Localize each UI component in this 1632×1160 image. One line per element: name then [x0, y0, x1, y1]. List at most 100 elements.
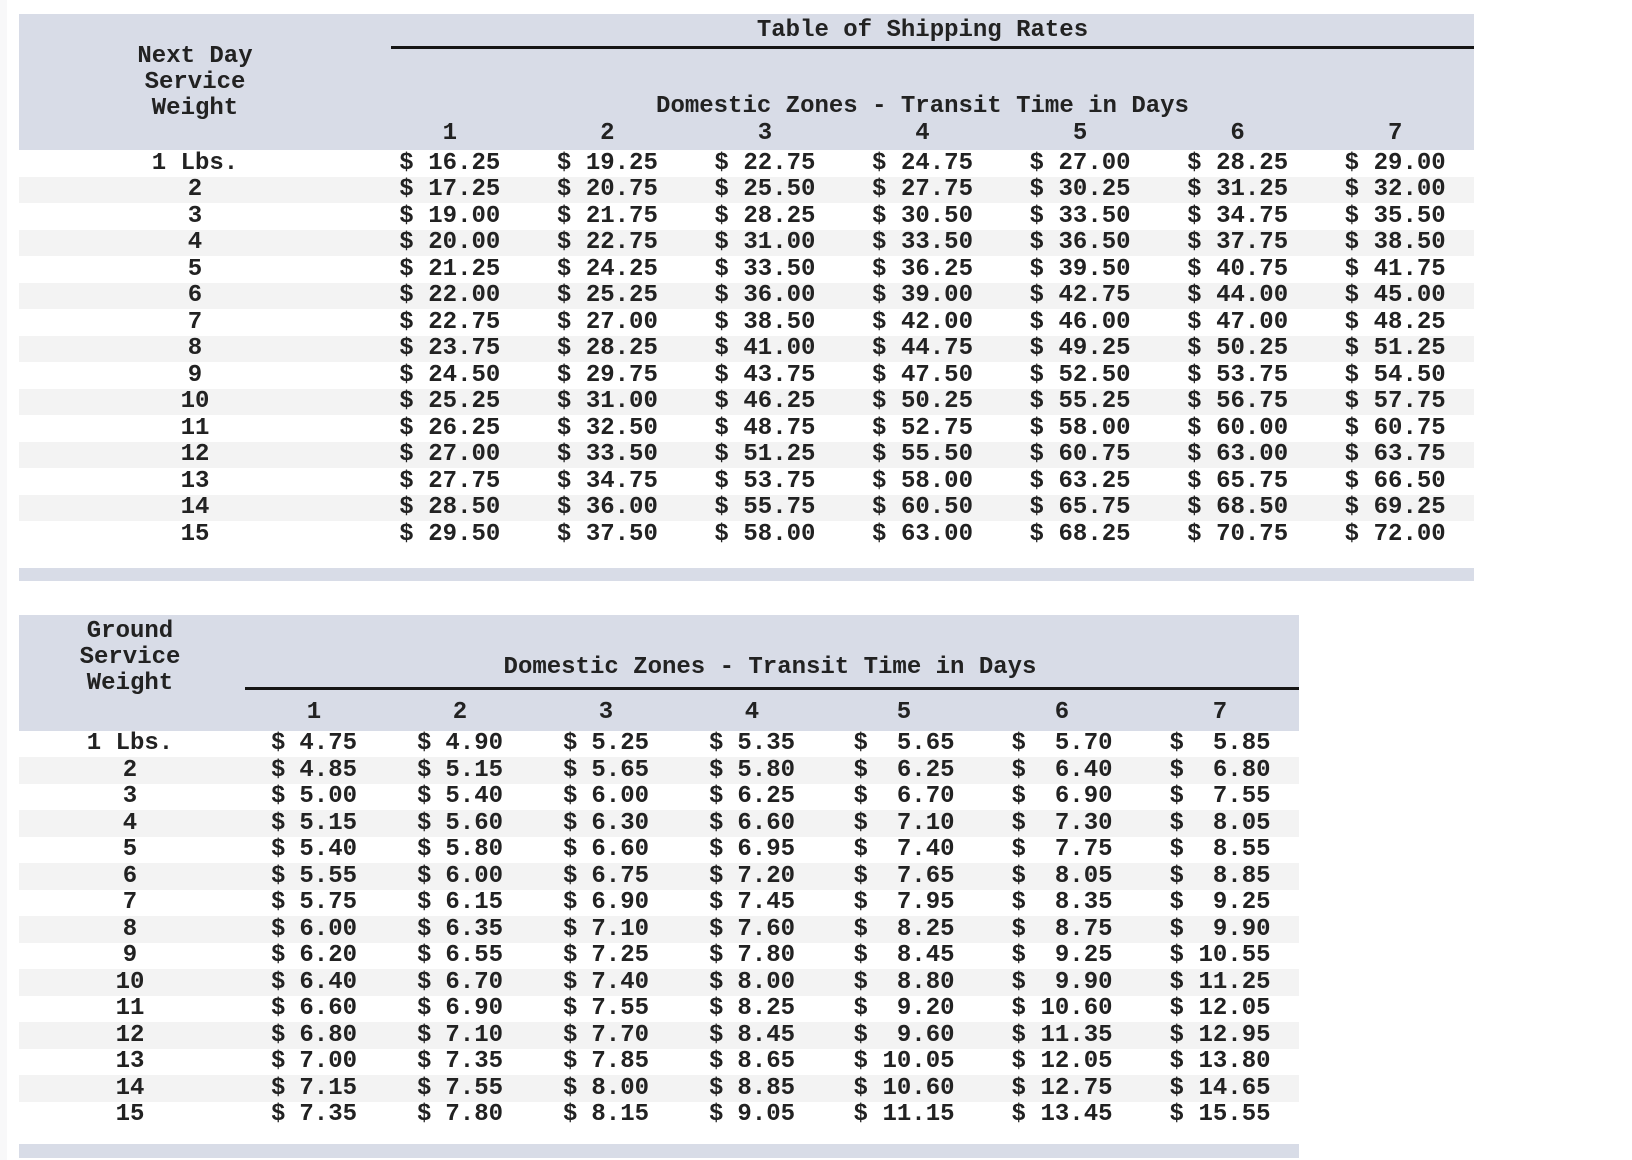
rate-value: 6.70 [896, 783, 955, 811]
rate-amount: $10.60 [1012, 995, 1113, 1022]
rate-amount: $48.75 [714, 415, 815, 442]
rate-cell: $23.75 [371, 335, 529, 362]
rate-cell: $12.05 [983, 1048, 1141, 1075]
rate-value: 66.50 [1373, 467, 1446, 495]
rate-cell: $6.70 [825, 783, 983, 810]
dollar-sign: $ [1011, 995, 1026, 1023]
dollar-sign: $ [1011, 783, 1026, 811]
rate-amount: $39.00 [872, 282, 973, 309]
rate-value: 5.55 [299, 862, 357, 890]
rate-value: 46.00 [1058, 308, 1131, 336]
dollar-sign: $ [417, 809, 432, 837]
rate-value: 47.50 [900, 361, 973, 389]
rate-amount: $12.95 [1170, 1022, 1271, 1049]
rate-amount: $6.25 [854, 757, 955, 784]
rate-value: 53.75 [1216, 361, 1289, 389]
dollar-sign: $ [1169, 1021, 1184, 1049]
rate-value: 24.25 [585, 255, 658, 283]
dollar-sign: $ [556, 282, 572, 310]
dollar-sign: $ [853, 783, 868, 811]
rate-amount: $7.40 [854, 836, 955, 863]
rate-value: 43.75 [743, 361, 816, 389]
rate-cell: $22.00 [371, 282, 529, 309]
rate-amount: $11.25 [1170, 969, 1271, 996]
rate-amount: $65.75 [1030, 494, 1131, 521]
zone-2-header: 2 [452, 698, 468, 726]
rate-value: 6.30 [591, 809, 649, 837]
dollar-sign: $ [1029, 308, 1044, 336]
dollar-sign: $ [556, 494, 572, 522]
rate-cell: $66.50 [1316, 468, 1474, 495]
rate-amount: $7.25 [563, 942, 649, 969]
rate-amount: $29.00 [1345, 150, 1446, 177]
rate-value: 31.00 [743, 229, 816, 257]
table-row: 15 $7.35 $7.80 $8.15 $9.05 $11.15 $13.45 $15.55 [19, 1101, 1299, 1129]
dollar-sign: $ [556, 308, 572, 336]
dollar-sign: $ [871, 361, 887, 389]
rate-amount: $36.00 [557, 494, 658, 521]
rate-value: 49.25 [1058, 335, 1131, 363]
rate-amount: $5.15 [417, 757, 503, 784]
rate-cell: $19.00 [371, 203, 529, 230]
dollar-sign: $ [1344, 414, 1360, 442]
rate-value: 14.65 [1198, 1074, 1271, 1102]
rate-cell: $31.00 [529, 388, 687, 415]
rate-amount: $58.00 [1030, 415, 1131, 442]
rate-amount: $8.15 [563, 1101, 649, 1128]
rate-cell: $39.50 [1001, 256, 1159, 283]
dollar-sign: $ [1029, 202, 1044, 230]
dollar-sign: $ [709, 836, 724, 864]
rate-value: 44.00 [1216, 282, 1289, 310]
rate-cell: $8.80 [825, 969, 983, 996]
rate-value: 5.40 [299, 836, 357, 864]
rate-value: 5.65 [591, 756, 649, 784]
table-row: 9 $6.20 $6.55 $7.25 $7.80 $8.45 $9.25 $10.55 [19, 942, 1299, 970]
dollar-sign: $ [1169, 942, 1184, 970]
zone-7-header: 7 [1387, 120, 1403, 147]
table-row: 5 $21.25 $24.25 $33.50 $36.25 $39.50 $40.75 $41… [19, 256, 1474, 283]
dollar-sign: $ [556, 441, 572, 469]
rate-value: 22.75 [428, 308, 501, 336]
rate-value: 48.25 [1373, 308, 1446, 336]
table-row: 11 $6.60 $6.90 $7.55 $8.25 $9.20 $10.60 $12.05 [19, 995, 1299, 1023]
rate-cell: $60.75 [1316, 415, 1474, 442]
rate-value: 9.05 [737, 1101, 795, 1129]
rate-cell: $31.25 [1159, 176, 1317, 203]
rate-value: 45.00 [1373, 282, 1446, 310]
rate-value: 42.75 [1058, 282, 1131, 310]
rate-amount: $31.00 [557, 388, 658, 415]
rate-amount: $54.50 [1345, 362, 1446, 389]
rate-cell: $28.25 [1159, 150, 1317, 177]
table-row: 2 $17.25 $20.75 $25.50 $27.75 $30.25 $31.25 $32… [19, 176, 1474, 204]
weight-cell: 5 [187, 255, 203, 283]
rate-value: 6.90 [591, 889, 649, 917]
weight-cell: 5 [122, 836, 138, 864]
dollar-sign: $ [563, 995, 578, 1023]
rate-amount: $6.00 [563, 783, 649, 810]
rate-value: 30.25 [1058, 176, 1131, 204]
weight-cell: 8 [187, 335, 203, 363]
rate-cell: $8.65 [679, 1048, 825, 1075]
rate-amount: $6.00 [271, 916, 357, 943]
rate-value: 12.05 [1040, 1048, 1113, 1076]
dollar-sign: $ [871, 149, 887, 177]
rate-amount: $5.40 [417, 783, 503, 810]
dollar-sign: $ [1344, 361, 1360, 389]
dollar-sign: $ [1187, 176, 1202, 204]
rate-cell: $48.75 [686, 415, 844, 442]
rate-cell: $55.25 [1001, 388, 1159, 415]
rate-amount: $8.80 [854, 969, 955, 996]
rate-amount: $24.25 [557, 256, 658, 283]
rate-cell: $10.60 [983, 995, 1141, 1022]
table-row: 12 $27.00 $33.50 $51.25 $55.50 $60.75 $63.00 $6… [19, 441, 1474, 469]
rate-cell: $69.25 [1316, 494, 1474, 521]
rate-cell: $8.55 [1141, 836, 1299, 863]
weight-header-line: Service [144, 69, 246, 96]
rate-cell: $6.90 [387, 995, 533, 1022]
rate-amount: $7.80 [417, 1101, 503, 1128]
rate-amount: $70.75 [1187, 521, 1288, 548]
rate-amount: $5.40 [271, 836, 357, 863]
rate-value: 19.00 [428, 202, 501, 230]
rate-value: 12.05 [1198, 995, 1271, 1023]
rate-amount: $16.25 [399, 150, 500, 177]
